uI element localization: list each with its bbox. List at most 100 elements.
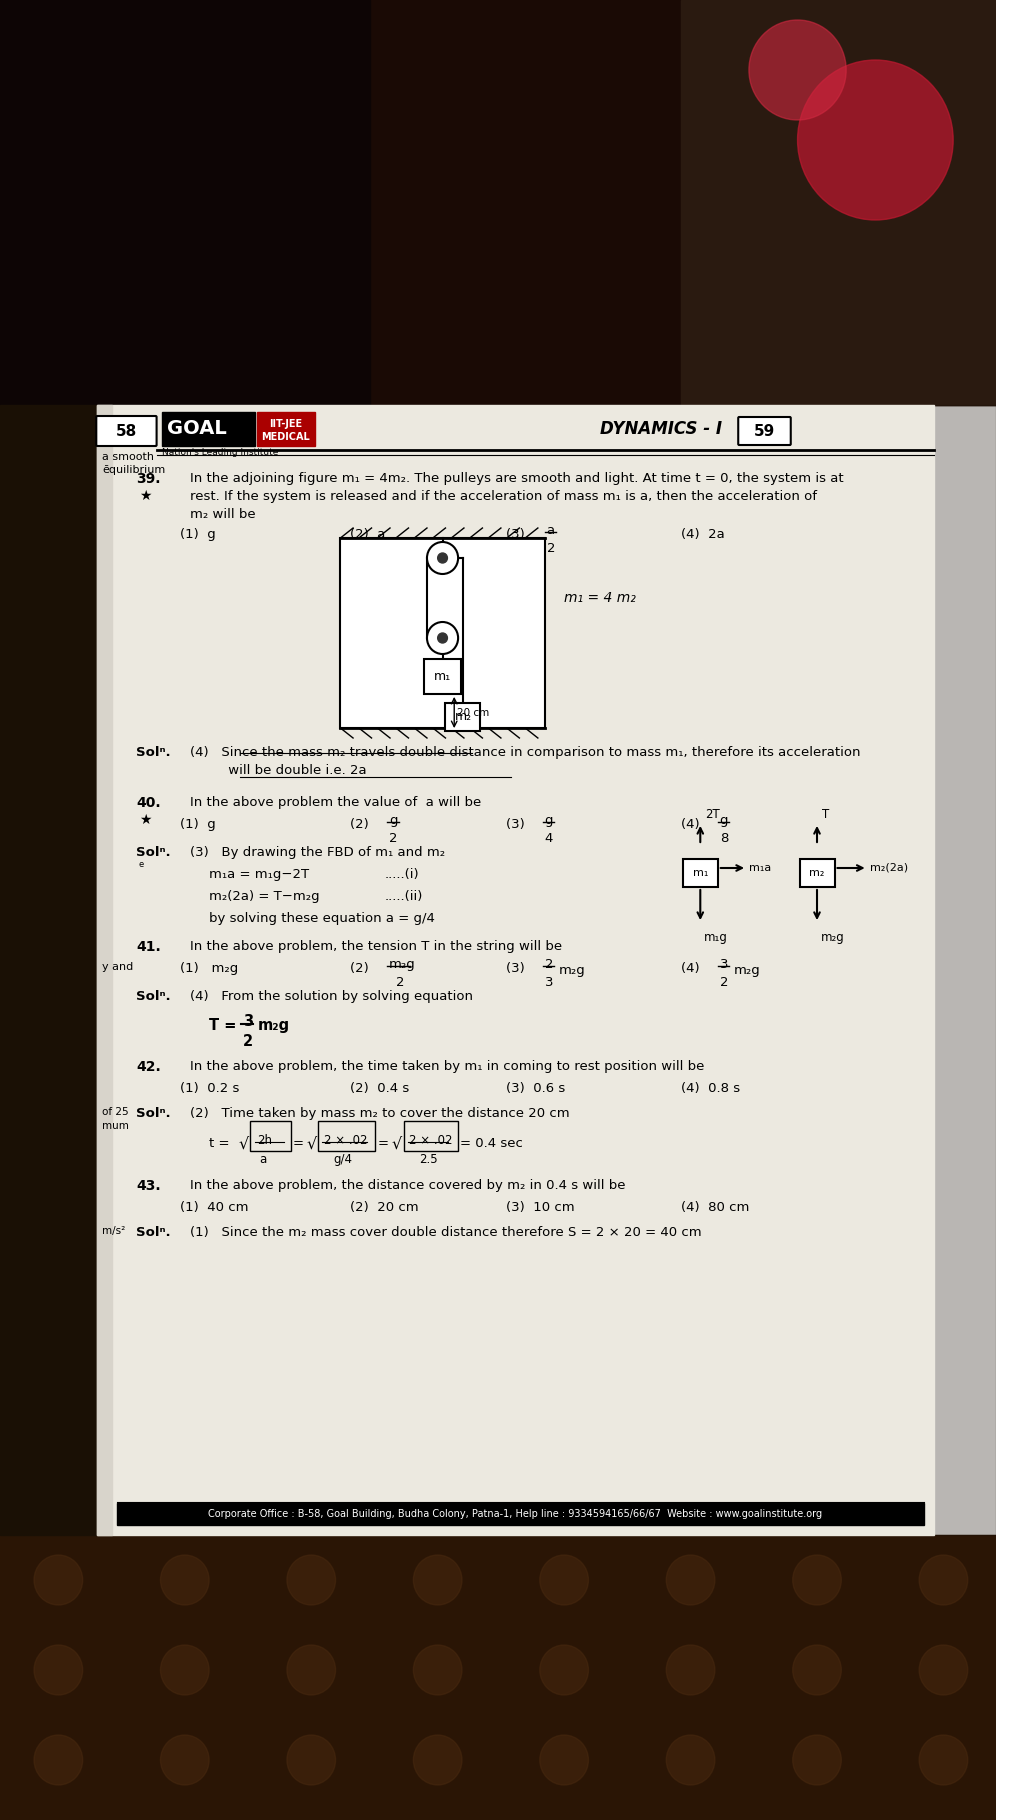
Text: m₂: m₂: [809, 868, 824, 877]
Bar: [0, 0, 996, 406]
Text: In the above problem the value of  a will be: In the above problem the value of a will…: [189, 795, 481, 810]
Text: 3: 3: [545, 976, 553, 988]
FancyBboxPatch shape: [96, 417, 157, 446]
Circle shape: [793, 1645, 842, 1694]
Text: y and: y and: [102, 963, 133, 972]
Text: Solⁿ.: Solⁿ.: [136, 990, 171, 1003]
Text: (2)  a: (2) a: [350, 528, 385, 541]
Text: 2: 2: [720, 976, 728, 988]
Text: (4)  0.8 s: (4) 0.8 s: [681, 1083, 740, 1096]
Circle shape: [667, 1645, 715, 1694]
Text: m₁: m₁: [434, 670, 452, 684]
Text: m₂g: m₂g: [258, 1017, 290, 1034]
Text: In the adjoining figure m₁ = 4m₂. The pulleys are smooth and light. At time t = : In the adjoining figure m₁ = 4m₂. The pu…: [189, 471, 844, 484]
Circle shape: [427, 622, 458, 653]
Text: In the above problem, the tension T in the string will be: In the above problem, the tension T in t…: [189, 939, 562, 954]
Text: (3): (3): [506, 963, 538, 976]
Text: Solⁿ.: Solⁿ.: [136, 746, 171, 759]
Circle shape: [287, 1734, 336, 1785]
Text: m₁ = 4 m₂: m₁ = 4 m₂: [564, 592, 636, 604]
Text: 2: 2: [547, 542, 555, 555]
Text: 2T: 2T: [706, 808, 720, 821]
Text: 4: 4: [545, 832, 553, 844]
Text: (2)  20 cm: (2) 20 cm: [350, 1201, 419, 1214]
Text: 2 × .02: 2 × .02: [324, 1134, 368, 1147]
Bar: [97, 406, 934, 1534]
Text: .....(ii): .....(ii): [384, 890, 423, 903]
Text: (1)  g: (1) g: [180, 817, 216, 832]
Text: MEDICAL: MEDICAL: [261, 431, 310, 442]
Text: ★: ★: [139, 814, 152, 826]
Text: mum: mum: [102, 1121, 129, 1130]
Text: 2 × .02: 2 × .02: [410, 1134, 453, 1147]
Text: 39.: 39.: [136, 471, 161, 486]
Circle shape: [437, 633, 447, 642]
Circle shape: [287, 1554, 336, 1605]
Circle shape: [34, 1645, 83, 1694]
Bar: [800, 859, 835, 886]
Bar: [340, 539, 545, 728]
Text: by solving these equation a = g/4: by solving these equation a = g/4: [209, 912, 435, 925]
Bar: [97, 406, 112, 1534]
Text: Solⁿ.: Solⁿ.: [136, 1107, 171, 1119]
Bar: [445, 703, 480, 732]
Text: =: =: [378, 1138, 388, 1150]
Text: T: T: [822, 808, 829, 821]
Text: GOAL: GOAL: [167, 419, 227, 439]
Text: m₂(2a) = T−m₂g: m₂(2a) = T−m₂g: [209, 890, 319, 903]
Circle shape: [34, 1554, 83, 1605]
Bar: [683, 859, 718, 886]
Text: 2: 2: [389, 832, 397, 844]
Circle shape: [920, 1734, 968, 1785]
Text: 41.: 41.: [136, 939, 161, 954]
Text: 59: 59: [754, 424, 775, 439]
Text: m₂g: m₂g: [389, 957, 416, 972]
Circle shape: [34, 1734, 83, 1785]
Circle shape: [161, 1554, 209, 1605]
Circle shape: [540, 1734, 589, 1785]
Text: (4): (4): [681, 963, 713, 976]
Text: m₂(2a): m₂(2a): [869, 863, 907, 874]
Text: g: g: [720, 814, 728, 826]
Circle shape: [414, 1734, 462, 1785]
Text: 3: 3: [720, 957, 728, 972]
Text: m₂g: m₂g: [821, 932, 845, 945]
Text: g/4: g/4: [334, 1154, 352, 1167]
Text: m₁g: m₁g: [705, 932, 728, 945]
Text: (4)  80 cm: (4) 80 cm: [681, 1201, 750, 1214]
Text: DYNAMICS - I: DYNAMICS - I: [600, 420, 722, 439]
Circle shape: [667, 1734, 715, 1785]
FancyBboxPatch shape: [738, 417, 791, 446]
Bar: [0, 1534, 996, 1820]
Text: a: a: [547, 524, 555, 537]
Text: (4): (4): [681, 817, 713, 832]
Circle shape: [798, 60, 953, 220]
Circle shape: [920, 1554, 968, 1605]
Circle shape: [414, 1645, 462, 1694]
Circle shape: [414, 1554, 462, 1605]
Text: of 25: of 25: [102, 1107, 129, 1117]
Text: rest. If the system is released and if the acceleration of mass m₁ is a, then th: rest. If the system is released and if t…: [189, 490, 817, 502]
Circle shape: [920, 1645, 968, 1694]
Text: t =: t =: [209, 1138, 233, 1150]
Circle shape: [437, 553, 447, 562]
Text: Corporate Office : B-58, Goal Building, Budha Colony, Patna-1, Help line : 93345: Corporate Office : B-58, Goal Building, …: [209, 1509, 822, 1520]
Text: m₂g: m₂g: [733, 965, 760, 977]
Text: (3)  10 cm: (3) 10 cm: [506, 1201, 574, 1214]
Text: 2: 2: [396, 976, 404, 988]
Text: = 0.4 sec: = 0.4 sec: [460, 1138, 523, 1150]
Text: (2): (2): [350, 963, 382, 976]
Text: m/s²: m/s²: [102, 1227, 125, 1236]
Circle shape: [667, 1554, 715, 1605]
Text: (4)   Since the mass m₂ travels double distance in comparison to mass m₁, theref: (4) Since the mass m₂ travels double dis…: [189, 746, 860, 759]
Text: Nation's Leading Institute: Nation's Leading Institute: [163, 448, 279, 457]
Text: (1)  0.2 s: (1) 0.2 s: [180, 1083, 240, 1096]
Circle shape: [793, 1734, 842, 1785]
Text: e: e: [138, 861, 143, 868]
Text: m₂g: m₂g: [558, 965, 585, 977]
Text: m₁: m₁: [692, 868, 708, 877]
Circle shape: [793, 1554, 842, 1605]
Text: 2h: 2h: [257, 1134, 271, 1147]
Bar: [257, 411, 315, 446]
Bar: [924, 406, 996, 1534]
